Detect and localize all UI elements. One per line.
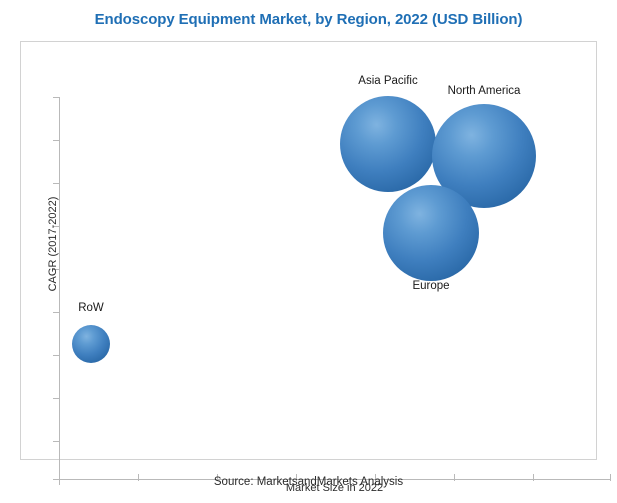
plot-frame: CAGR (2017-2022) Market Size in 2022 Asi… (20, 41, 611, 494)
x-axis-tick (375, 474, 376, 481)
y-axis-tick (53, 441, 60, 442)
bubble-asia-pacific[interactable] (340, 96, 436, 192)
x-axis-tick (533, 474, 534, 481)
x-axis-tick (217, 474, 218, 481)
bubble-label-row: RoW (78, 302, 104, 314)
y-axis-tick (53, 97, 60, 98)
y-axis-tick (53, 312, 60, 313)
x-axis-title: Market Size in 2022 (285, 482, 384, 494)
x-axis-tick (296, 474, 297, 481)
y-axis-tick (53, 183, 60, 184)
y-axis-title: CAGR (2017-2022) (47, 196, 59, 292)
y-axis-tick (53, 479, 60, 480)
bubble-label-north-america: North America (447, 85, 521, 97)
y-axis-tick (53, 140, 60, 141)
y-axis-tick (53, 355, 60, 356)
bubble-europe[interactable] (383, 185, 479, 281)
y-axis-tick (53, 226, 60, 227)
y-axis-tick (53, 269, 60, 270)
x-axis-tick (610, 474, 611, 481)
bubble-row[interactable] (72, 325, 110, 363)
x-axis-line (59, 479, 610, 480)
x-axis-tick (454, 474, 455, 481)
y-axis-line (59, 97, 60, 485)
bubble-label-asia-pacific: Asia Pacific (358, 75, 418, 87)
bubble-label-europe: Europe (412, 280, 450, 292)
x-axis-tick (138, 474, 139, 481)
source-caption: Source: MarketsandMarkets Analysis (213, 476, 404, 488)
y-axis-tick (53, 398, 60, 399)
chart-title: Endoscopy Equipment Market, by Region, 2… (94, 11, 523, 28)
x-axis-tick (59, 474, 60, 481)
